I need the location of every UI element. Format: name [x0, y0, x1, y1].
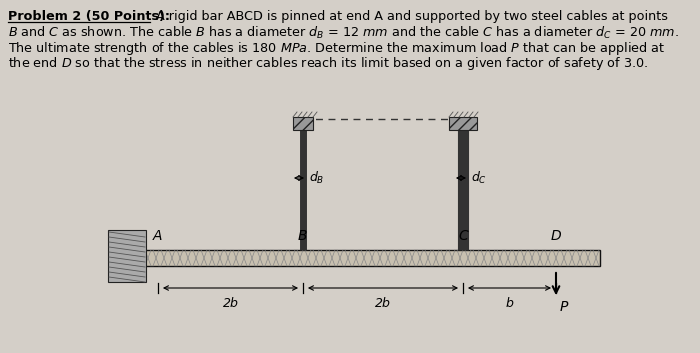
Text: 2b: 2b — [223, 297, 239, 310]
Text: $d_C$: $d_C$ — [471, 170, 487, 186]
Text: C: C — [458, 229, 468, 243]
Bar — [293, 117, 313, 130]
Text: D: D — [551, 229, 561, 243]
Text: $B$ and $C$ as shown. The cable $B$ has a diameter $d_B$ = 12 $mm$ and the cable: $B$ and $C$ as shown. The cable $B$ has … — [8, 25, 679, 41]
Text: Problem 2 (50 Points):: Problem 2 (50 Points): — [8, 10, 170, 23]
Text: A rigid bar ABCD is pinned at end A and supported by two steel cables at points: A rigid bar ABCD is pinned at end A and … — [152, 10, 668, 23]
Text: P: P — [560, 300, 568, 314]
Text: $d_B$: $d_B$ — [309, 170, 324, 186]
Text: B: B — [298, 229, 307, 243]
Bar — [145, 250, 600, 266]
Text: 2b: 2b — [375, 297, 391, 310]
Text: b: b — [505, 297, 513, 310]
Bar — [108, 230, 146, 282]
Text: A: A — [153, 229, 162, 243]
Text: the end $D$ so that the stress in neither cables reach its limit based on a give: the end $D$ so that the stress in neithe… — [8, 55, 648, 72]
Text: The ultimate strength of the cables is 180 $MPa$. Determine the maximum load $P$: The ultimate strength of the cables is 1… — [8, 40, 665, 57]
Bar — [449, 117, 477, 130]
